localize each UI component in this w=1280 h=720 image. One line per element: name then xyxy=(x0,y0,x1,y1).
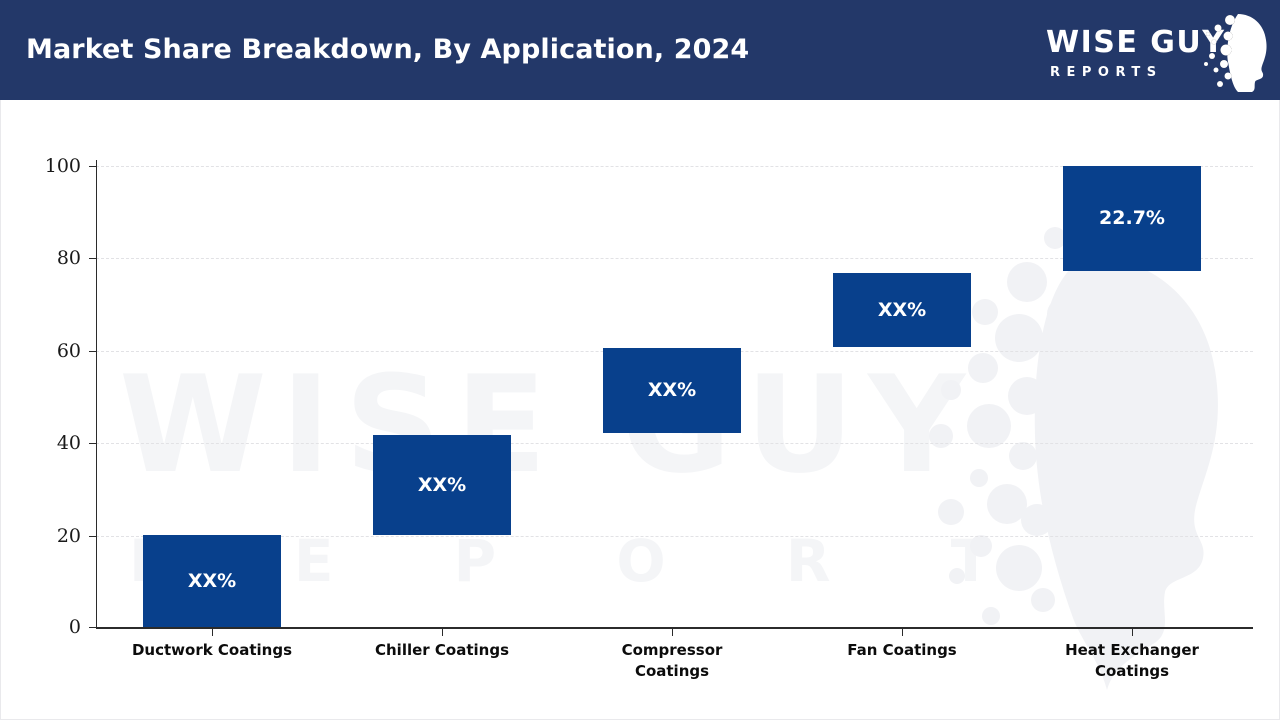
page-header: Market Share Breakdown, By Application, … xyxy=(0,0,1280,100)
bar-chiller-coatings[interactable]: XX% xyxy=(373,435,511,535)
svg-text:REPORTS: REPORTS xyxy=(1050,65,1163,80)
bar-compressor-coatings[interactable]: XX% xyxy=(603,347,741,433)
bar-label-ductwork-coatings: XX% xyxy=(187,569,237,592)
chart-canvas: WISE GUY R E P O R T S xyxy=(0,100,1280,720)
y-tick-label-100: 100 xyxy=(44,155,81,177)
wise-guy-reports-logo: WISE GUY REPORTS xyxy=(1046,14,1267,92)
gridline-80 xyxy=(96,258,1253,260)
y-tick-20 xyxy=(89,535,97,537)
bar-label-fan-coatings: XX% xyxy=(877,299,927,322)
y-tick-100 xyxy=(89,166,97,167)
y-tick-60 xyxy=(89,350,97,352)
bar-ductwork-coatings[interactable]: XX% xyxy=(143,534,281,627)
y-tick-80 xyxy=(89,258,97,260)
x-tick-fan-coatings xyxy=(902,628,903,636)
y-tick-label-0: 0 xyxy=(68,616,81,638)
gridline-100 xyxy=(96,166,1253,167)
y-tick-label-20: 20 xyxy=(56,524,81,547)
x-tick-label-ductwork-coatings: Ductwork Coatings xyxy=(131,641,293,659)
y-tick-40 xyxy=(89,443,97,445)
bar-label-compressor-coatings: XX% xyxy=(647,379,697,402)
y-axis-line xyxy=(96,160,97,628)
y-tick-label-80: 80 xyxy=(56,247,81,270)
bar-heat-exchanger-coatings[interactable]: 22.7% xyxy=(1063,166,1201,271)
x-tick-label-chiller-coatings: Chiller Coatings xyxy=(375,641,509,659)
y-tick-0 xyxy=(89,627,97,628)
x-tick-chiller-coatings xyxy=(442,628,443,636)
x-tick-ductwork-coatings xyxy=(212,628,213,636)
gridline-40 xyxy=(96,443,1253,445)
bar-label-chiller-coatings: XX% xyxy=(417,473,467,496)
x-tick-heat-exchanger-coatings xyxy=(1132,628,1133,636)
x-axis-line xyxy=(96,627,1253,629)
x-tick-label-compressor-coatings: Compressor Coatings xyxy=(621,641,723,680)
page-title: Market Share Breakdown, By Application, … xyxy=(26,34,750,65)
svg-text:WISE GUY: WISE GUY xyxy=(1046,25,1226,60)
x-tick-label-fan-coatings: Fan Coatings xyxy=(847,641,957,659)
x-tick-label-heat-exchanger-coatings: Heat Exchanger Coatings xyxy=(1065,641,1199,680)
bar-label-heat-exchanger-coatings: 22.7% xyxy=(1099,207,1165,230)
x-tick-compressor-coatings xyxy=(672,628,673,636)
bar-fan-coatings[interactable]: XX% xyxy=(833,272,971,348)
y-tick-label-40: 40 xyxy=(56,432,81,455)
gridline-20 xyxy=(96,535,1253,537)
y-tick-label-60: 60 xyxy=(56,339,81,362)
